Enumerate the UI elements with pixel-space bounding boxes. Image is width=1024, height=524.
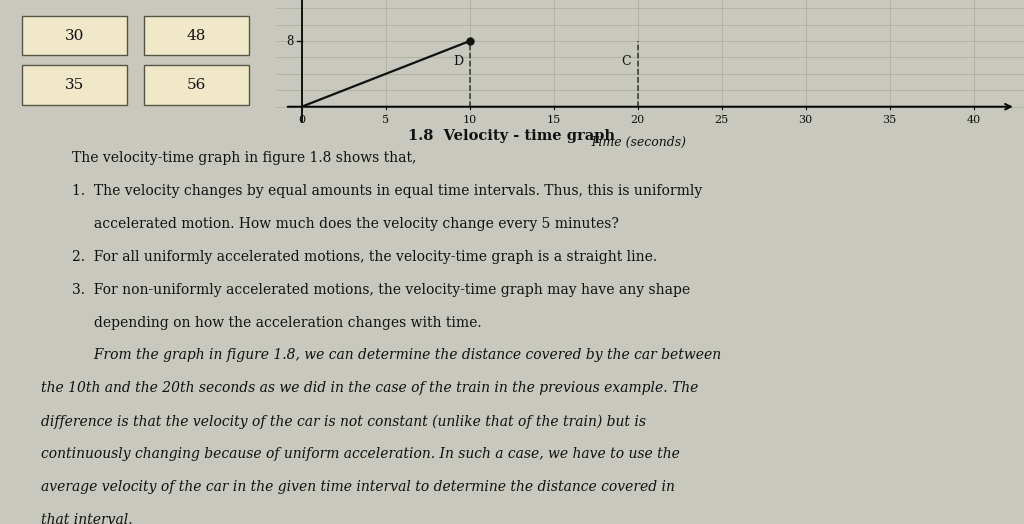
Text: 20: 20 bbox=[631, 115, 645, 125]
Text: 30: 30 bbox=[65, 29, 84, 43]
Text: continuously changing because of uniform acceleration. In such a case, we have t: continuously changing because of uniform… bbox=[41, 447, 680, 461]
Text: average velocity of the car in the given time interval to determine the distance: average velocity of the car in the given… bbox=[41, 480, 675, 494]
Text: The velocity-time graph in figure 1.8 shows that,: The velocity-time graph in figure 1.8 sh… bbox=[72, 151, 416, 165]
Text: 25: 25 bbox=[715, 115, 729, 125]
Text: 1.  The velocity changes by equal amounts in equal time intervals. Thus, this is: 1. The velocity changes by equal amounts… bbox=[72, 184, 701, 198]
Text: 30: 30 bbox=[799, 115, 813, 125]
Text: 40: 40 bbox=[967, 115, 981, 125]
Text: 15: 15 bbox=[547, 115, 561, 125]
Text: accelerated motion. How much does the velocity change every 5 minutes?: accelerated motion. How much does the ve… bbox=[72, 217, 618, 231]
Text: 35: 35 bbox=[66, 78, 84, 92]
Text: difference is that the velocity of the car is not constant (unlike that of the t: difference is that the velocity of the c… bbox=[41, 414, 646, 429]
FancyBboxPatch shape bbox=[23, 16, 127, 56]
Text: Time (seconds): Time (seconds) bbox=[590, 136, 686, 148]
Text: 0: 0 bbox=[298, 115, 305, 125]
Text: 10: 10 bbox=[463, 115, 477, 125]
Text: 56: 56 bbox=[186, 78, 206, 92]
FancyBboxPatch shape bbox=[23, 66, 127, 105]
FancyBboxPatch shape bbox=[143, 66, 249, 105]
Text: 35: 35 bbox=[883, 115, 897, 125]
Text: D: D bbox=[453, 55, 463, 68]
Text: C: C bbox=[622, 55, 631, 68]
Text: 48: 48 bbox=[186, 29, 206, 43]
Text: the 10th and the 20th seconds as we did in the case of the train in the previous: the 10th and the 20th seconds as we did … bbox=[41, 381, 698, 395]
Text: 2.  For all uniformly accelerated motions, the velocity-time graph is a straight: 2. For all uniformly accelerated motions… bbox=[72, 250, 656, 264]
FancyBboxPatch shape bbox=[143, 16, 249, 56]
Text: 1.8  Velocity - time graph: 1.8 Velocity - time graph bbox=[409, 129, 615, 143]
Text: depending on how the acceleration changes with time.: depending on how the acceleration change… bbox=[72, 315, 481, 330]
Text: 3.  For non-uniformly accelerated motions, the velocity-time graph may have any : 3. For non-uniformly accelerated motions… bbox=[72, 282, 690, 297]
Text: 8: 8 bbox=[286, 35, 293, 48]
Text: that interval.: that interval. bbox=[41, 513, 132, 524]
Text: 5: 5 bbox=[382, 115, 389, 125]
Text: From the graph in figure 1.8, we can determine the distance covered by the car b: From the graph in figure 1.8, we can det… bbox=[72, 348, 721, 363]
